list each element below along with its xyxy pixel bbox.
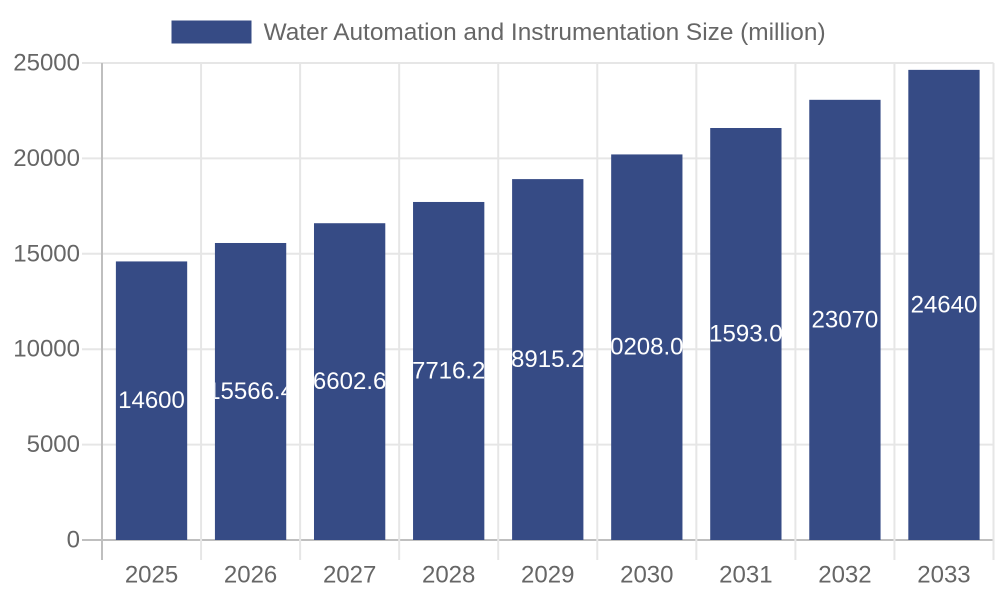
- svg-text:2033: 2033: [917, 561, 970, 588]
- svg-text:20208.04: 20208.04: [597, 334, 697, 361]
- svg-text:5000: 5000: [27, 431, 80, 458]
- svg-text:0: 0: [67, 527, 80, 554]
- svg-text:2025: 2025: [125, 561, 178, 588]
- svg-text:16602.64: 16602.64: [300, 368, 400, 395]
- svg-text:17716.24: 17716.24: [399, 357, 499, 384]
- svg-text:25000: 25000: [13, 50, 80, 77]
- svg-text:23070: 23070: [812, 306, 879, 333]
- svg-text:Water Automation and Instrumen: Water Automation and Instrumentation Siz…: [264, 19, 826, 46]
- svg-text:2029: 2029: [521, 561, 574, 588]
- svg-text:2030: 2030: [620, 561, 673, 588]
- svg-text:15000: 15000: [13, 240, 80, 267]
- svg-text:21593.04: 21593.04: [696, 321, 796, 348]
- svg-text:2028: 2028: [422, 561, 475, 588]
- svg-text:2026: 2026: [224, 561, 277, 588]
- svg-text:20000: 20000: [13, 145, 80, 172]
- svg-text:14600: 14600: [118, 387, 185, 414]
- svg-text:15566.4: 15566.4: [207, 378, 294, 405]
- svg-text:24640: 24640: [911, 291, 978, 318]
- svg-text:2027: 2027: [323, 561, 376, 588]
- svg-text:18915.23: 18915.23: [498, 346, 598, 373]
- svg-text:2032: 2032: [818, 561, 871, 588]
- svg-text:2031: 2031: [719, 561, 772, 588]
- svg-text:10000: 10000: [13, 336, 80, 363]
